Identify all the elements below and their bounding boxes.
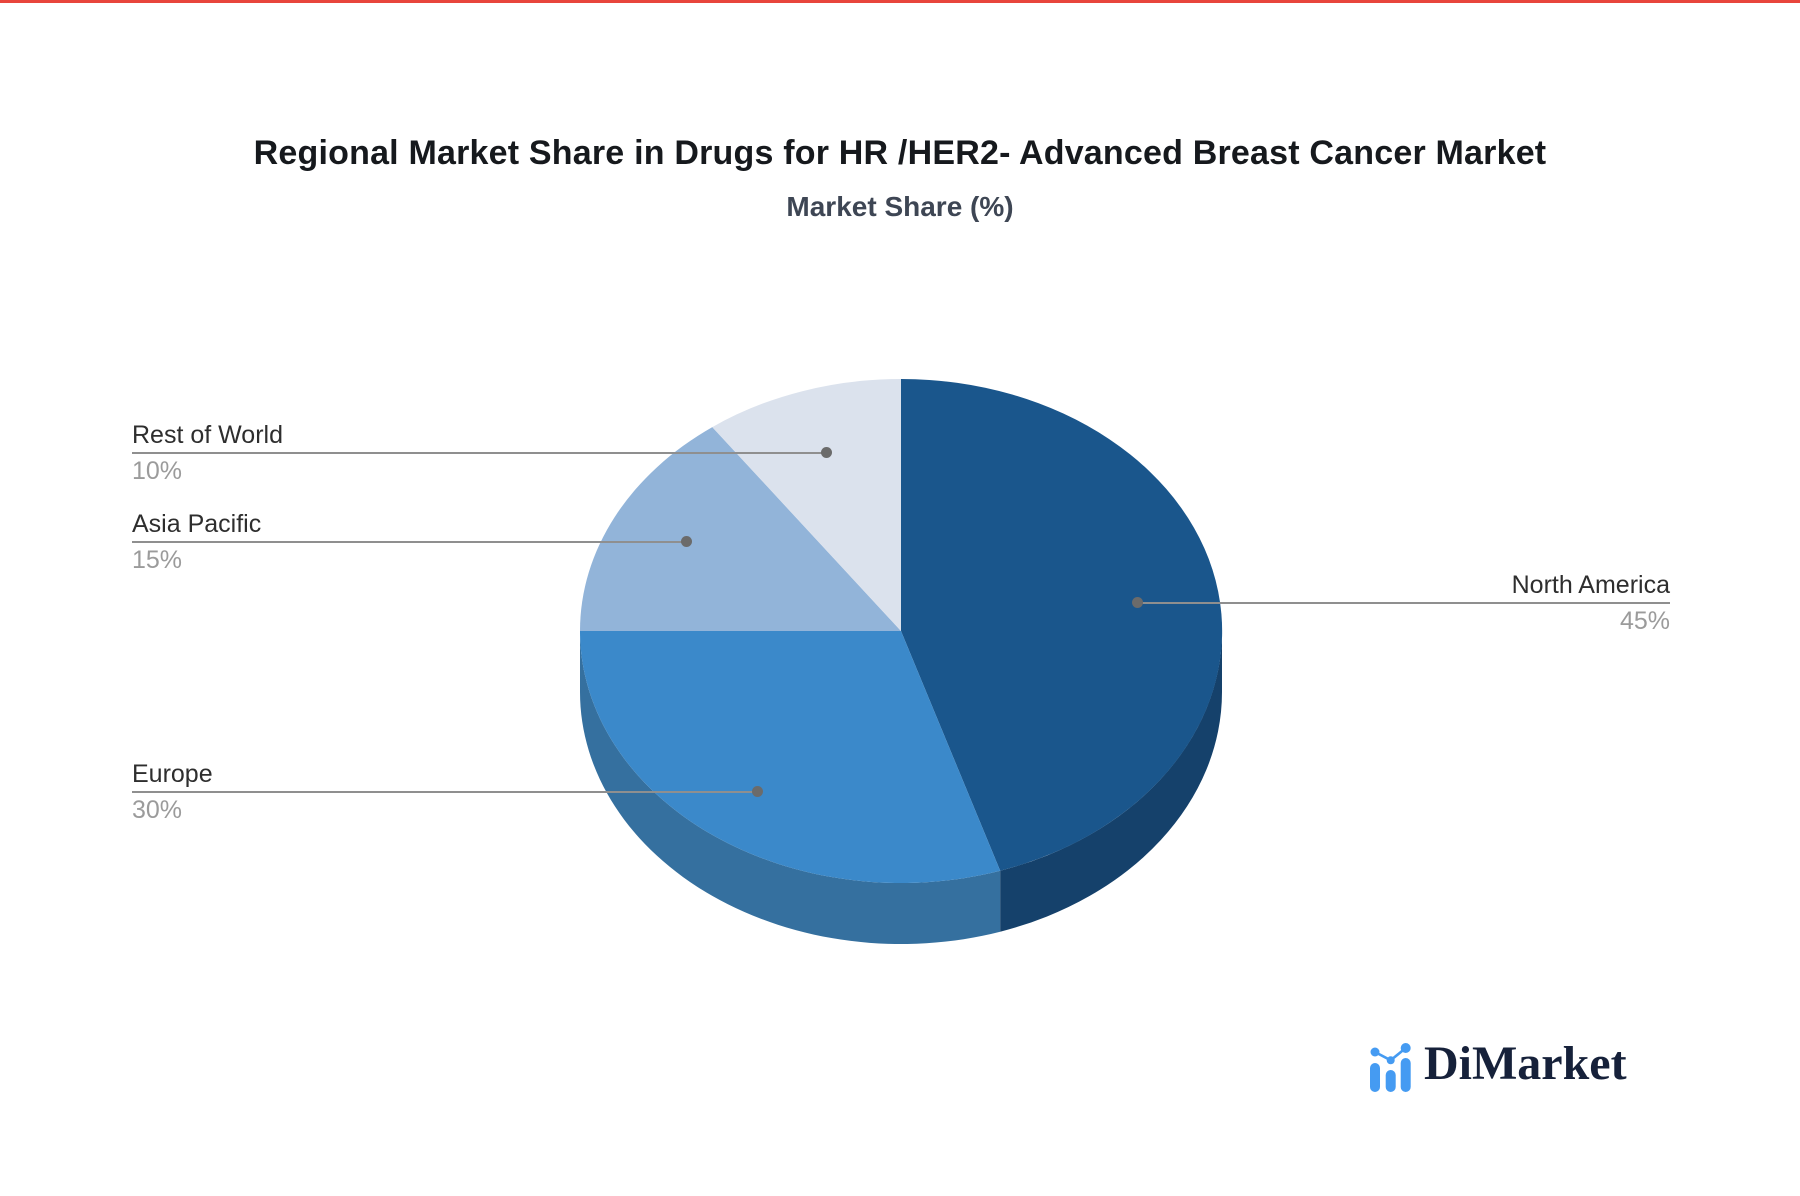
pie-label-rest-of-world: Rest of World 10%	[132, 418, 827, 488]
pie-label-pct: 15%	[132, 546, 183, 574]
pie-slice-asia-pacific	[580, 427, 901, 631]
brand-logo: DiMarket	[1362, 1036, 1662, 1098]
leader-dot-europe	[752, 786, 763, 797]
leader-dot-asia-pacific	[681, 536, 692, 547]
leader-line	[132, 541, 687, 543]
pie-label-name: Asia Pacific	[132, 510, 262, 538]
pie-side-europe	[580, 631, 1001, 945]
pie-label-asia-pacific: Asia Pacific 15%	[132, 507, 687, 577]
leader-line	[132, 452, 827, 454]
pie-slice-north-america	[901, 379, 1223, 871]
leader-dot-rest-of-world	[821, 447, 832, 458]
pie-label-europe: Europe 30%	[132, 757, 758, 827]
top-accent-border	[0, 0, 1800, 3]
pie-label-pct: 30%	[132, 796, 183, 824]
pie-side-north-america	[1000, 631, 1222, 932]
chart-title: Regional Market Share in Drugs for HR /H…	[253, 134, 1547, 172]
pie-slice-rest-of-world	[712, 378, 901, 631]
pie-label-pct: 45%	[1619, 607, 1670, 635]
chart-subtitle: Market Share (%)	[786, 191, 1014, 222]
pie-label-name: Europe	[132, 760, 213, 788]
pie-label-name: North America	[1511, 571, 1670, 599]
pie-label-pct: 10%	[132, 457, 183, 485]
bar-line-chart-icon	[1370, 1043, 1411, 1092]
leader-dot-north-america	[1132, 597, 1143, 608]
pie-label-name: Rest of World	[132, 421, 283, 449]
leader-line	[132, 791, 758, 793]
logo-text: DiMarket	[1424, 1037, 1627, 1090]
leader-line	[1138, 602, 1670, 604]
pie-label-north-america: North America 45%	[1138, 568, 1670, 638]
pie-slice-europe	[580, 631, 1001, 884]
